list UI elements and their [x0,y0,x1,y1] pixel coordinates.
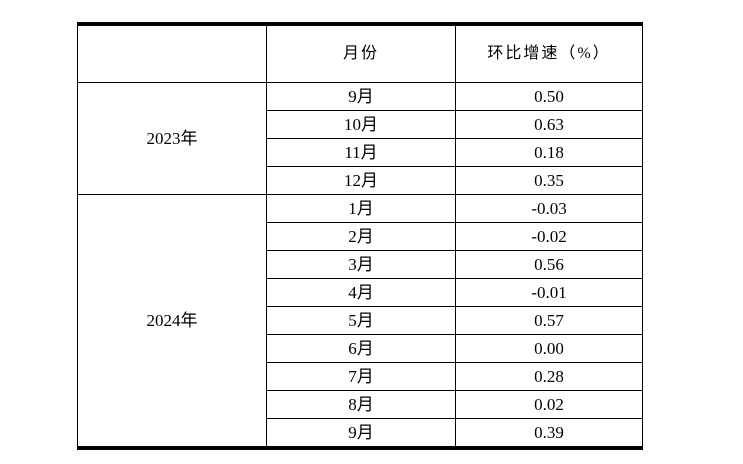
value-cell: 0.35 [455,166,643,195]
value-cell: 0.50 [455,82,643,111]
month-cell: 12月 [266,166,456,195]
table-row: 10月 0.63 [78,110,643,139]
month-cell: 2月 [266,222,456,251]
table-row: 6月 0.00 [78,334,643,363]
header-growth-rate: 环比增速（%） [455,23,643,83]
table-row: 9月 0.39 [78,418,643,449]
header-month: 月份 [266,23,456,83]
header-year-blank [77,23,267,83]
table-row: 7月 0.28 [78,362,643,391]
month-cell: 4月 [266,278,456,307]
value-cell: -0.01 [455,278,643,307]
month-cell: 3月 [266,250,456,279]
table-row: 2024年 1月 -0.03 [77,194,643,449]
table-row: 12月 0.35 [78,166,643,195]
month-cell: 5月 [266,306,456,335]
value-cell: 0.63 [455,110,643,139]
value-cell: 0.00 [455,334,643,363]
monthly-growth-table: 月份 环比增速（%） 2023年 9月 0.50 10月 0.63 11月 0.… [77,22,643,450]
value-cell: 0.56 [455,250,643,279]
month-cell: 11月 [266,138,456,167]
value-cell: -0.03 [455,194,643,223]
value-cell: 0.18 [455,138,643,167]
table-header-row: 月份 环比增速（%） [77,23,643,83]
month-cell: 1月 [266,194,456,223]
value-cell: 0.02 [455,390,643,419]
value-cell: -0.02 [455,222,643,251]
month-cell: 7月 [266,362,456,391]
year-cell-2024: 2024年 [77,194,267,449]
year-cell-2023: 2023年 [77,82,267,195]
table-row: 11月 0.18 [78,138,643,167]
month-cell: 10月 [266,110,456,139]
table-row: 2月 -0.02 [78,222,643,251]
table-row: 8月 0.02 [78,390,643,419]
month-cell: 8月 [266,390,456,419]
table-row: 3月 0.56 [78,250,643,279]
table-row: 5月 0.57 [78,306,643,335]
table-row: 2023年 9月 0.50 [77,82,643,195]
value-cell: 0.57 [455,306,643,335]
month-cell: 9月 [266,82,456,111]
month-cell: 9月 [266,418,456,449]
value-cell: 0.39 [455,418,643,449]
value-cell: 0.28 [455,362,643,391]
table-row: 4月 -0.01 [78,278,643,307]
month-cell: 6月 [266,334,456,363]
